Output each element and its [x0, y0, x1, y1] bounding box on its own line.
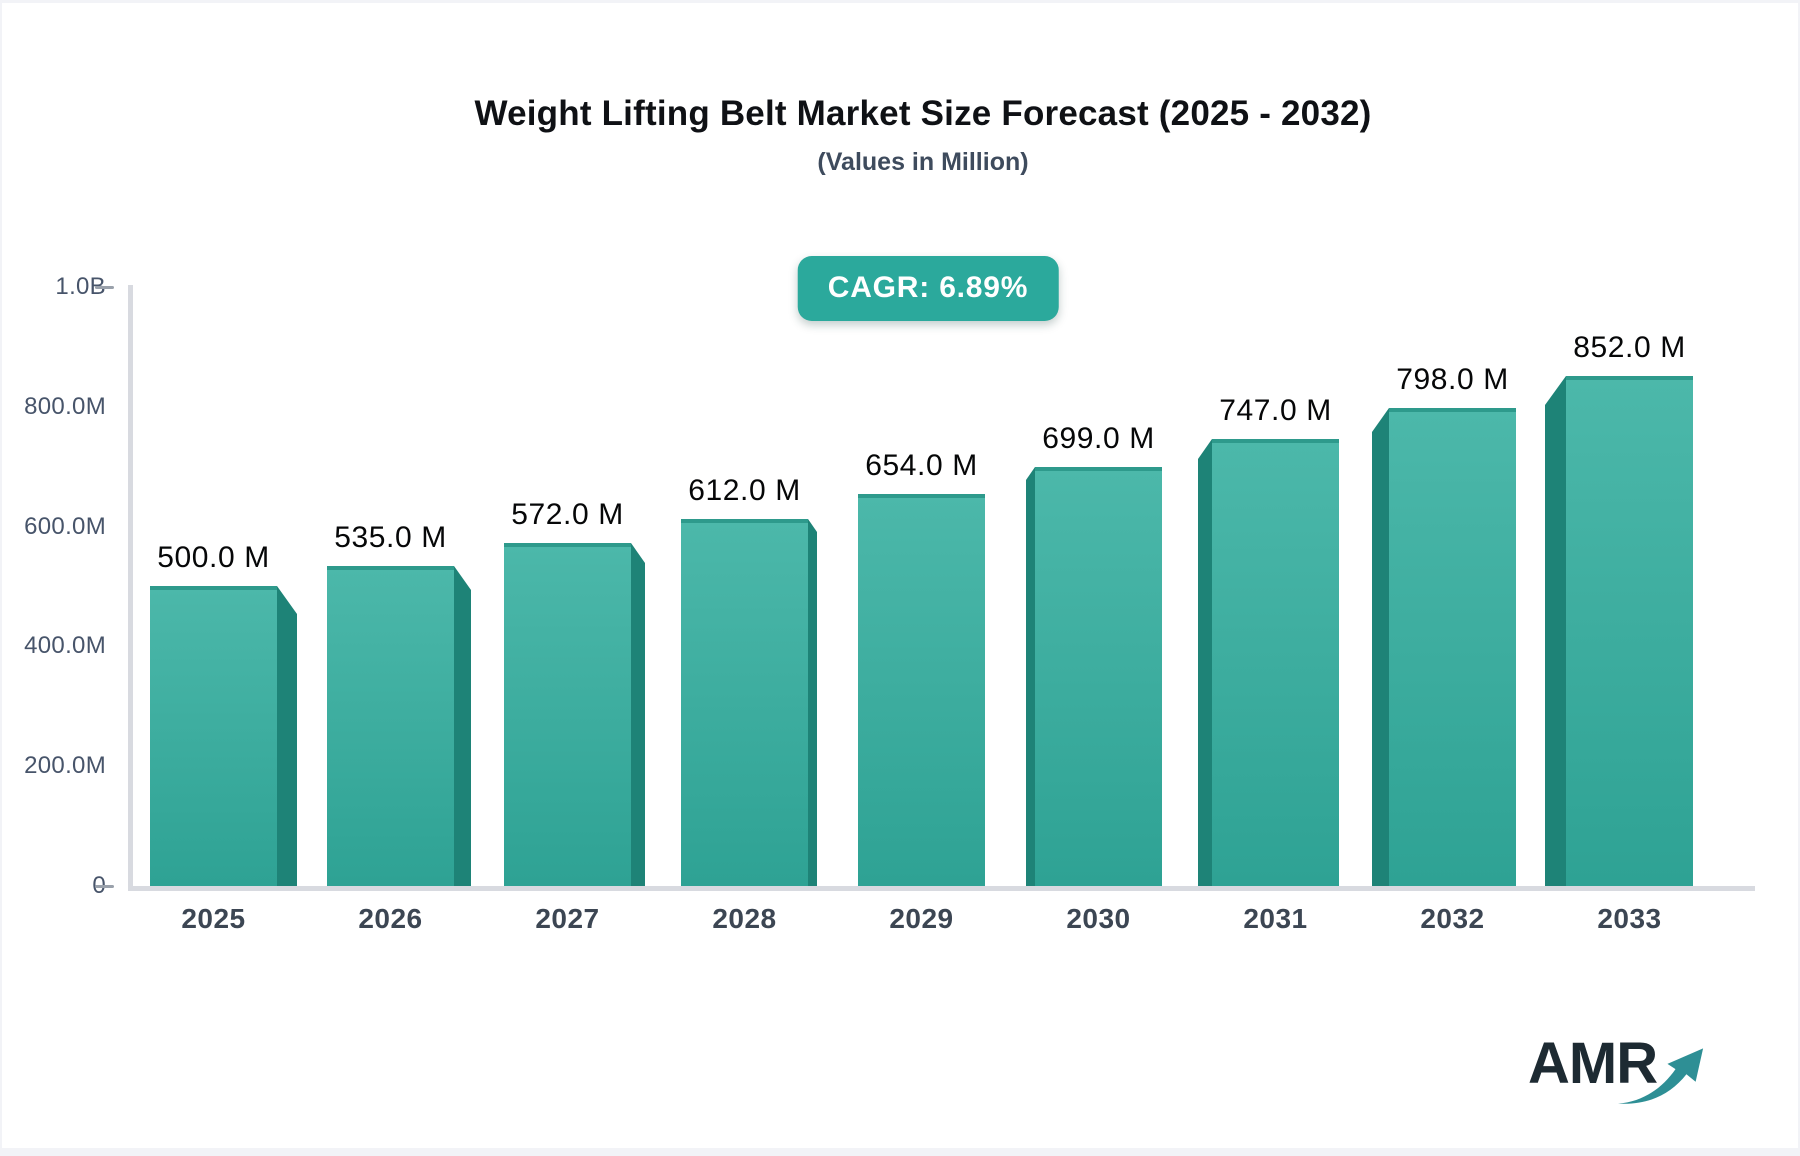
page-edge-top [0, 0, 1800, 3]
x-tick-label: 2027 [535, 903, 600, 934]
bar-2031 [1198, 439, 1339, 886]
amr-logo: AMR [1528, 1030, 1718, 1110]
bar-value-label: 500.0 M [157, 541, 270, 574]
y-tick-dash [95, 885, 114, 888]
y-tick-label: 800.0M [24, 392, 106, 420]
y-tick-label: 400.0M [24, 632, 106, 660]
bar-2025 [150, 586, 297, 886]
y-axis-line [128, 285, 133, 891]
bar-top-edge [504, 543, 631, 547]
bar-face [1389, 408, 1516, 886]
bar-face [1035, 467, 1162, 886]
bar-top-edge [1212, 439, 1339, 443]
x-tick-label: 2030 [1066, 903, 1131, 934]
x-tick-label: 2033 [1597, 903, 1662, 934]
bar-3d-side [631, 543, 645, 886]
y-tick-label: 1.0B [55, 273, 106, 300]
x-tick-label: 2029 [889, 903, 954, 934]
page-edge-bottom [0, 1148, 1800, 1156]
x-tick-label: 2028 [712, 903, 777, 934]
x-tick-label: 2032 [1420, 903, 1485, 934]
growth-arrow-icon [1618, 1048, 1704, 1104]
x-tick-label: 2031 [1243, 903, 1308, 934]
bar-top-edge [1566, 376, 1693, 380]
bar-2032 [1372, 408, 1516, 886]
x-axis-baseline [128, 886, 1755, 891]
bar-value-label: 747.0 M [1219, 394, 1332, 427]
bar-face [327, 566, 454, 886]
bar-2033 [1545, 376, 1693, 886]
x-tick-label: 2026 [358, 903, 423, 934]
bar-face [150, 586, 277, 886]
page-edge-left [0, 0, 2, 1156]
page-edge-right [1798, 0, 1800, 1156]
bar-2028 [681, 519, 817, 886]
page-title: Weight Lifting Belt Market Size Forecast… [474, 94, 1372, 133]
bar-value-label: 798.0 M [1396, 363, 1509, 396]
bar-top-edge [858, 494, 985, 498]
bar-top-edge [1035, 467, 1162, 471]
bar-value-label: 572.0 M [511, 498, 624, 531]
page-subtitle: (Values in Million) [817, 148, 1029, 176]
bar-2027 [504, 543, 645, 886]
amr-logo-text: AMR [1528, 1031, 1658, 1096]
bar-value-label: 654.0 M [865, 449, 978, 482]
bar-face [1566, 376, 1693, 886]
bar-2026 [327, 566, 471, 886]
bar-2030 [1026, 467, 1162, 886]
bar-3d-side [1545, 376, 1566, 886]
bar-value-label: 699.0 M [1042, 422, 1155, 455]
bar-face [858, 494, 985, 886]
bar-value-label: 535.0 M [334, 521, 447, 554]
bar-face [1212, 439, 1339, 886]
bar-3d-side [277, 586, 297, 886]
bar-value-label: 612.0 M [688, 474, 801, 507]
bar-value-label: 852.0 M [1573, 331, 1686, 364]
bar-top-edge [327, 566, 454, 570]
bar-top-edge [150, 586, 277, 590]
y-tick-label: 200.0M [24, 752, 106, 780]
bar-face [504, 543, 631, 886]
x-tick-label: 2025 [181, 903, 246, 934]
y-tick-label: 600.0M [24, 512, 106, 540]
y-tick-label: 0 [0, 872, 106, 900]
bar-face [681, 519, 808, 886]
bar-top-edge [1389, 408, 1516, 412]
bar-3d-side [1198, 439, 1212, 886]
bar-3d-side [1372, 408, 1389, 886]
bar-top-edge [681, 519, 808, 523]
bar-3d-side [454, 566, 471, 886]
y-tick-dash [95, 286, 114, 289]
cagr-badge: CAGR: 6.89% [797, 256, 1059, 321]
bar-3d-side [1026, 467, 1035, 886]
bar-3d-side [808, 519, 817, 886]
bar-2029 [858, 494, 985, 886]
